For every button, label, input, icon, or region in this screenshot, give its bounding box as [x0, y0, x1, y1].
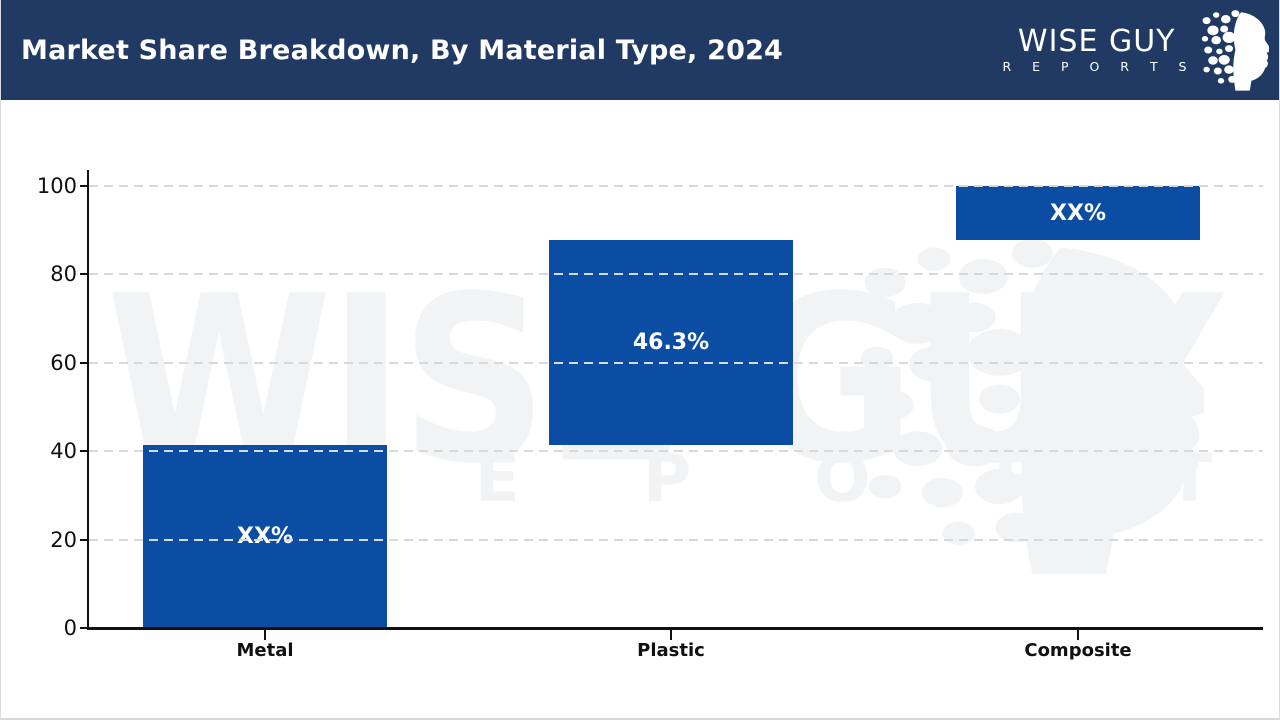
x-axis-tick-mark: [670, 630, 672, 640]
y-axis-tick-mark: [80, 538, 89, 541]
logo-face-icon: [1201, 10, 1269, 91]
bar-composite: XX%: [956, 186, 1200, 241]
chart-area: XX% 46.3% XX% 0 20 40 60 80 100 Metal Plastic Compo…: [1, 100, 1279, 718]
y-axis-tick-label: 40: [50, 439, 77, 464]
gridline-20: [89, 538, 1263, 541]
bar-value-label: 46.3%: [632, 330, 710, 356]
gridline-40: [89, 450, 1263, 453]
logo-subtitle: R E P O R T S: [1002, 59, 1195, 75]
y-axis-tick-label: 20: [50, 527, 77, 552]
y-axis-tick-mark: [80, 361, 89, 364]
bar-value-label: XX%: [237, 523, 293, 549]
y-axis-tick-mark: [80, 627, 89, 629]
watermark-face: [860, 238, 1204, 575]
gridline-100: [89, 185, 1263, 187]
logo-wordmark: WISE GUY: [1017, 23, 1176, 59]
y-axis-tick-label: 0: [63, 616, 77, 640]
gridline-80: [89, 273, 1263, 276]
logo-text: WISE GUY R E P O R T S: [998, 26, 1195, 75]
wise-guy-logo: WISE GUY R E P O R T S: [998, 8, 1269, 92]
header: Market Share Breakdown, By Material Type…: [1, 0, 1279, 100]
bar-value-label: XX%: [1050, 200, 1106, 226]
gridline-60: [89, 361, 1263, 364]
chart-title: Market Share Breakdown, By Material Type…: [21, 34, 784, 66]
y-axis-tick-mark: [80, 450, 89, 453]
y-axis-tick-label: 60: [50, 350, 77, 375]
y-axis-tick-label: 80: [50, 262, 77, 287]
x-axis-tick-mark: [264, 630, 266, 640]
y-axis-tick-mark: [80, 273, 89, 276]
y-axis-tick-mark: [80, 185, 89, 187]
x-axis-category-label: Plastic: [637, 640, 705, 661]
y-axis-tick-label: 100: [36, 174, 77, 198]
x-axis-tick-mark: [1077, 630, 1079, 640]
x-axis-spine: [87, 627, 1263, 630]
bar-metal: XX%: [143, 445, 387, 628]
x-axis-category-label: Composite: [1024, 640, 1132, 661]
bar-plastic: 46.3%: [549, 240, 793, 445]
x-axis-category-label: Metal: [236, 640, 294, 661]
y-axis-spine: [87, 170, 89, 630]
